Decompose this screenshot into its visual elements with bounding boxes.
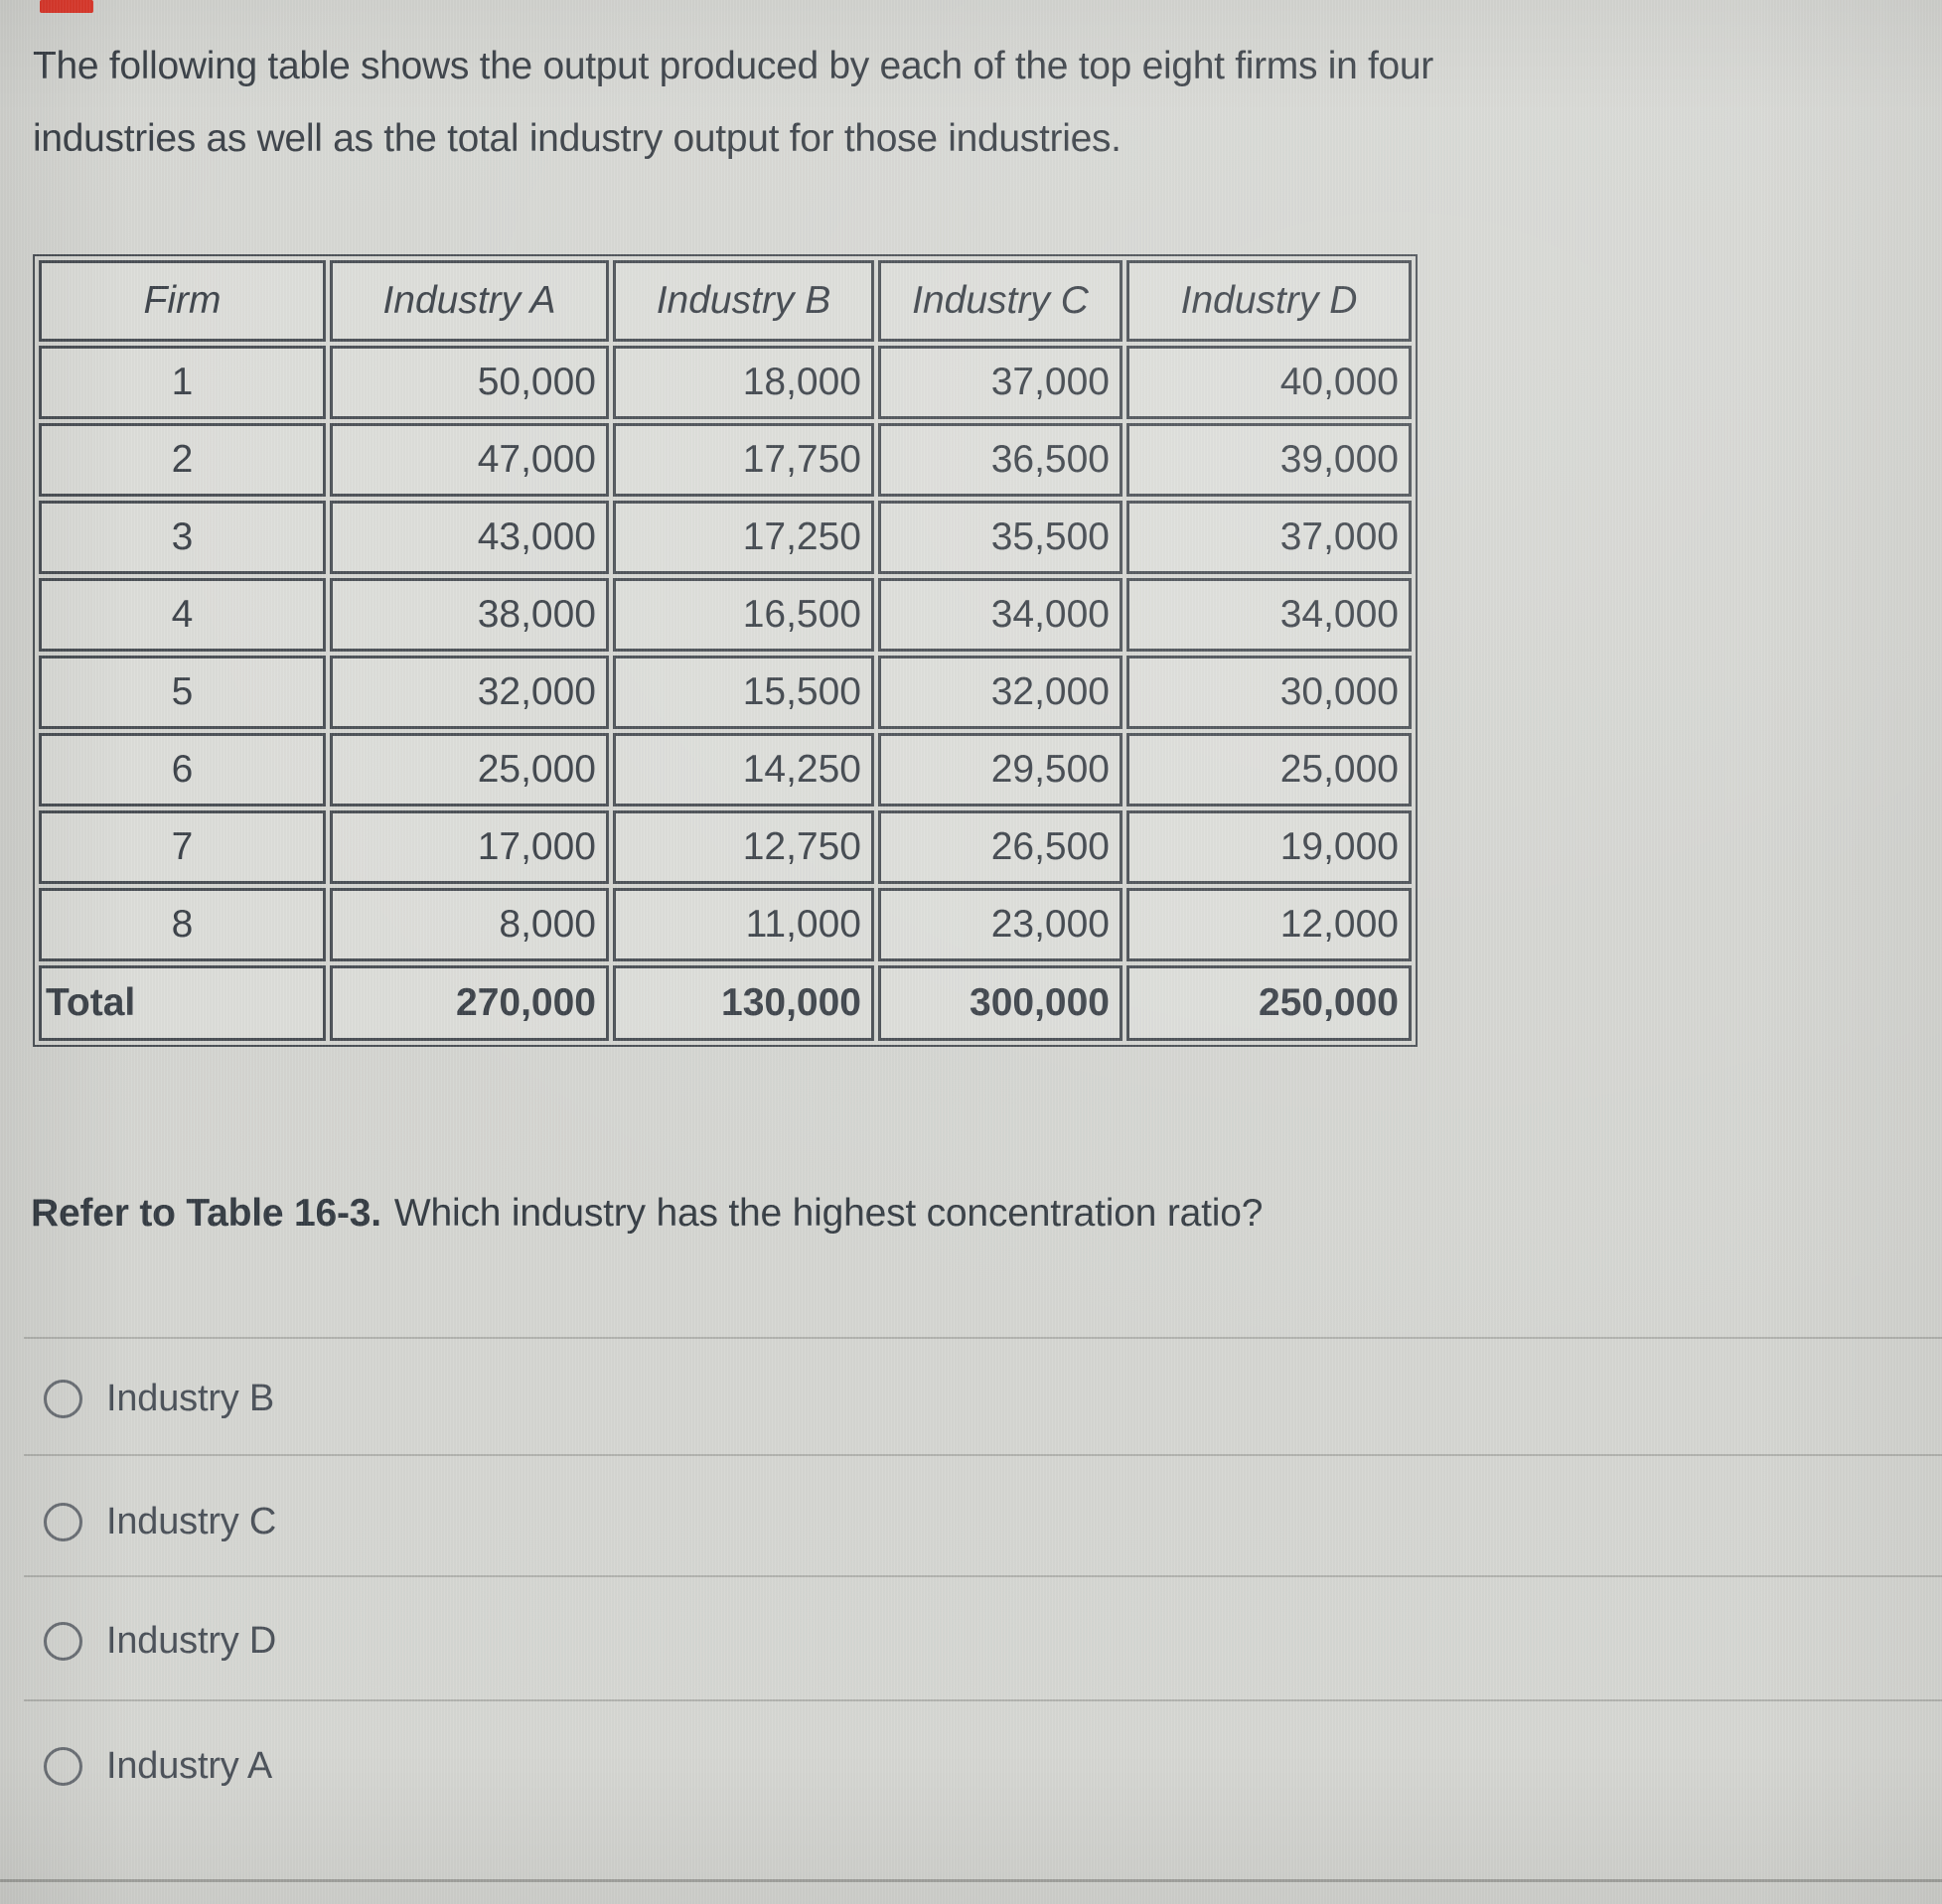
total-value: 300,000 — [878, 965, 1122, 1041]
option-row[interactable]: Industry C — [44, 1482, 276, 1561]
option-label[interactable]: Industry C — [106, 1500, 277, 1542]
table-header-row: Firm Industry A Industry B Industry C Indust… — [39, 260, 1412, 342]
value-cell: 17,750 — [613, 423, 874, 497]
header-cell: Industry A — [330, 260, 609, 342]
value-cell: 25,000 — [1126, 733, 1412, 806]
total-value: 130,000 — [613, 965, 874, 1041]
value-cell: 39,000 — [1126, 423, 1412, 497]
radio-button-icon[interactable] — [44, 1746, 82, 1786]
value-cell: 50,000 — [330, 346, 609, 419]
divider — [24, 1454, 1942, 1456]
red-mark — [40, 0, 93, 13]
value-cell: 11,000 — [613, 888, 874, 961]
value-cell: 17,250 — [613, 501, 874, 574]
value-cell: 14,250 — [613, 733, 874, 806]
value-cell: 34,000 — [1126, 578, 1412, 652]
divider — [24, 1337, 1942, 1339]
radio-button-icon[interactable] — [44, 1379, 82, 1418]
value-cell: 12,750 — [613, 810, 874, 884]
table-total-row: Total 270,000 130,000 300,000 250,000 — [39, 965, 1412, 1041]
table-row: 5 32,000 15,500 32,000 30,000 — [39, 656, 1412, 729]
divider — [24, 1699, 1942, 1701]
table-row: 7 17,000 12,750 26,500 19,000 — [39, 810, 1412, 884]
total-value: 270,000 — [330, 965, 609, 1041]
option-row[interactable]: Industry D — [44, 1601, 276, 1681]
table-row: 4 38,000 16,500 34,000 34,000 — [39, 578, 1412, 652]
value-cell: 19,000 — [1126, 810, 1412, 884]
divider — [0, 1879, 1942, 1882]
question-body: Which industry has the highest concentra… — [393, 1192, 1264, 1235]
value-cell: 17,000 — [330, 810, 609, 884]
total-value: 250,000 — [1126, 965, 1412, 1041]
table-row: 1 50,000 18,000 37,000 40,000 — [39, 346, 1412, 419]
value-cell: 38,000 — [330, 578, 609, 652]
header-cell: Industry C — [878, 260, 1122, 342]
option-label[interactable]: Industry B — [106, 1377, 275, 1419]
firm-cell: 3 — [39, 501, 326, 574]
value-cell: 12,000 — [1126, 888, 1412, 961]
value-cell: 29,500 — [878, 733, 1122, 806]
value-cell: 26,500 — [878, 810, 1122, 884]
value-cell: 32,000 — [330, 656, 609, 729]
firm-cell: 4 — [39, 578, 326, 652]
table-body: 1 50,000 18,000 37,000 40,000 2 47,000 17,750 36… — [39, 346, 1412, 1041]
industry-output-table: Firm Industry A Industry B Industry C Indust… — [33, 254, 1418, 1047]
firm-cell: 5 — [39, 656, 326, 729]
option-row[interactable]: Industry A — [44, 1726, 272, 1806]
value-cell: 37,000 — [878, 346, 1122, 419]
value-cell: 34,000 — [878, 578, 1122, 652]
table-row: 8 8,000 11,000 23,000 12,000 — [39, 888, 1412, 961]
table-row: 2 47,000 17,750 36,500 39,000 — [39, 423, 1412, 497]
table-row: 6 25,000 14,250 29,500 25,000 — [39, 733, 1412, 806]
option-row[interactable]: Industry B — [44, 1359, 274, 1438]
table-row: 3 43,000 17,250 35,500 37,000 — [39, 501, 1412, 574]
firm-cell: 6 — [39, 733, 326, 806]
firm-cell: 1 — [39, 346, 326, 419]
header-cell: Industry B — [613, 260, 874, 342]
option-label[interactable]: Industry D — [106, 1619, 277, 1662]
intro-text: The following table shows the output pro… — [33, 45, 1433, 160]
value-cell: 37,000 — [1126, 501, 1412, 574]
value-cell: 30,000 — [1126, 656, 1412, 729]
option-label[interactable]: Industry A — [106, 1744, 272, 1787]
divider — [24, 1575, 1942, 1577]
firm-cell: 8 — [39, 888, 326, 961]
radio-button-icon[interactable] — [44, 1621, 82, 1661]
value-cell: 18,000 — [613, 346, 874, 419]
question-table-ref: Refer to Table 16-3. — [31, 1192, 381, 1235]
value-cell: 47,000 — [330, 423, 609, 497]
firm-cell: 7 — [39, 810, 326, 884]
question-text: Refer to Table 16-3. Which industry has t… — [31, 1192, 1263, 1236]
value-cell: 23,000 — [878, 888, 1122, 961]
radio-button-icon[interactable] — [44, 1502, 82, 1541]
value-cell: 43,000 — [330, 501, 609, 574]
value-cell: 15,500 — [613, 656, 874, 729]
value-cell: 8,000 — [330, 888, 609, 961]
value-cell: 16,500 — [613, 578, 874, 652]
value-cell: 40,000 — [1126, 346, 1412, 419]
total-label: Total — [39, 965, 326, 1041]
value-cell: 32,000 — [878, 656, 1122, 729]
value-cell: 35,500 — [878, 501, 1122, 574]
header-cell: Industry D — [1126, 260, 1412, 342]
value-cell: 36,500 — [878, 423, 1122, 497]
firm-cell: 2 — [39, 423, 326, 497]
header-cell: Firm — [39, 260, 326, 342]
value-cell: 25,000 — [330, 733, 609, 806]
